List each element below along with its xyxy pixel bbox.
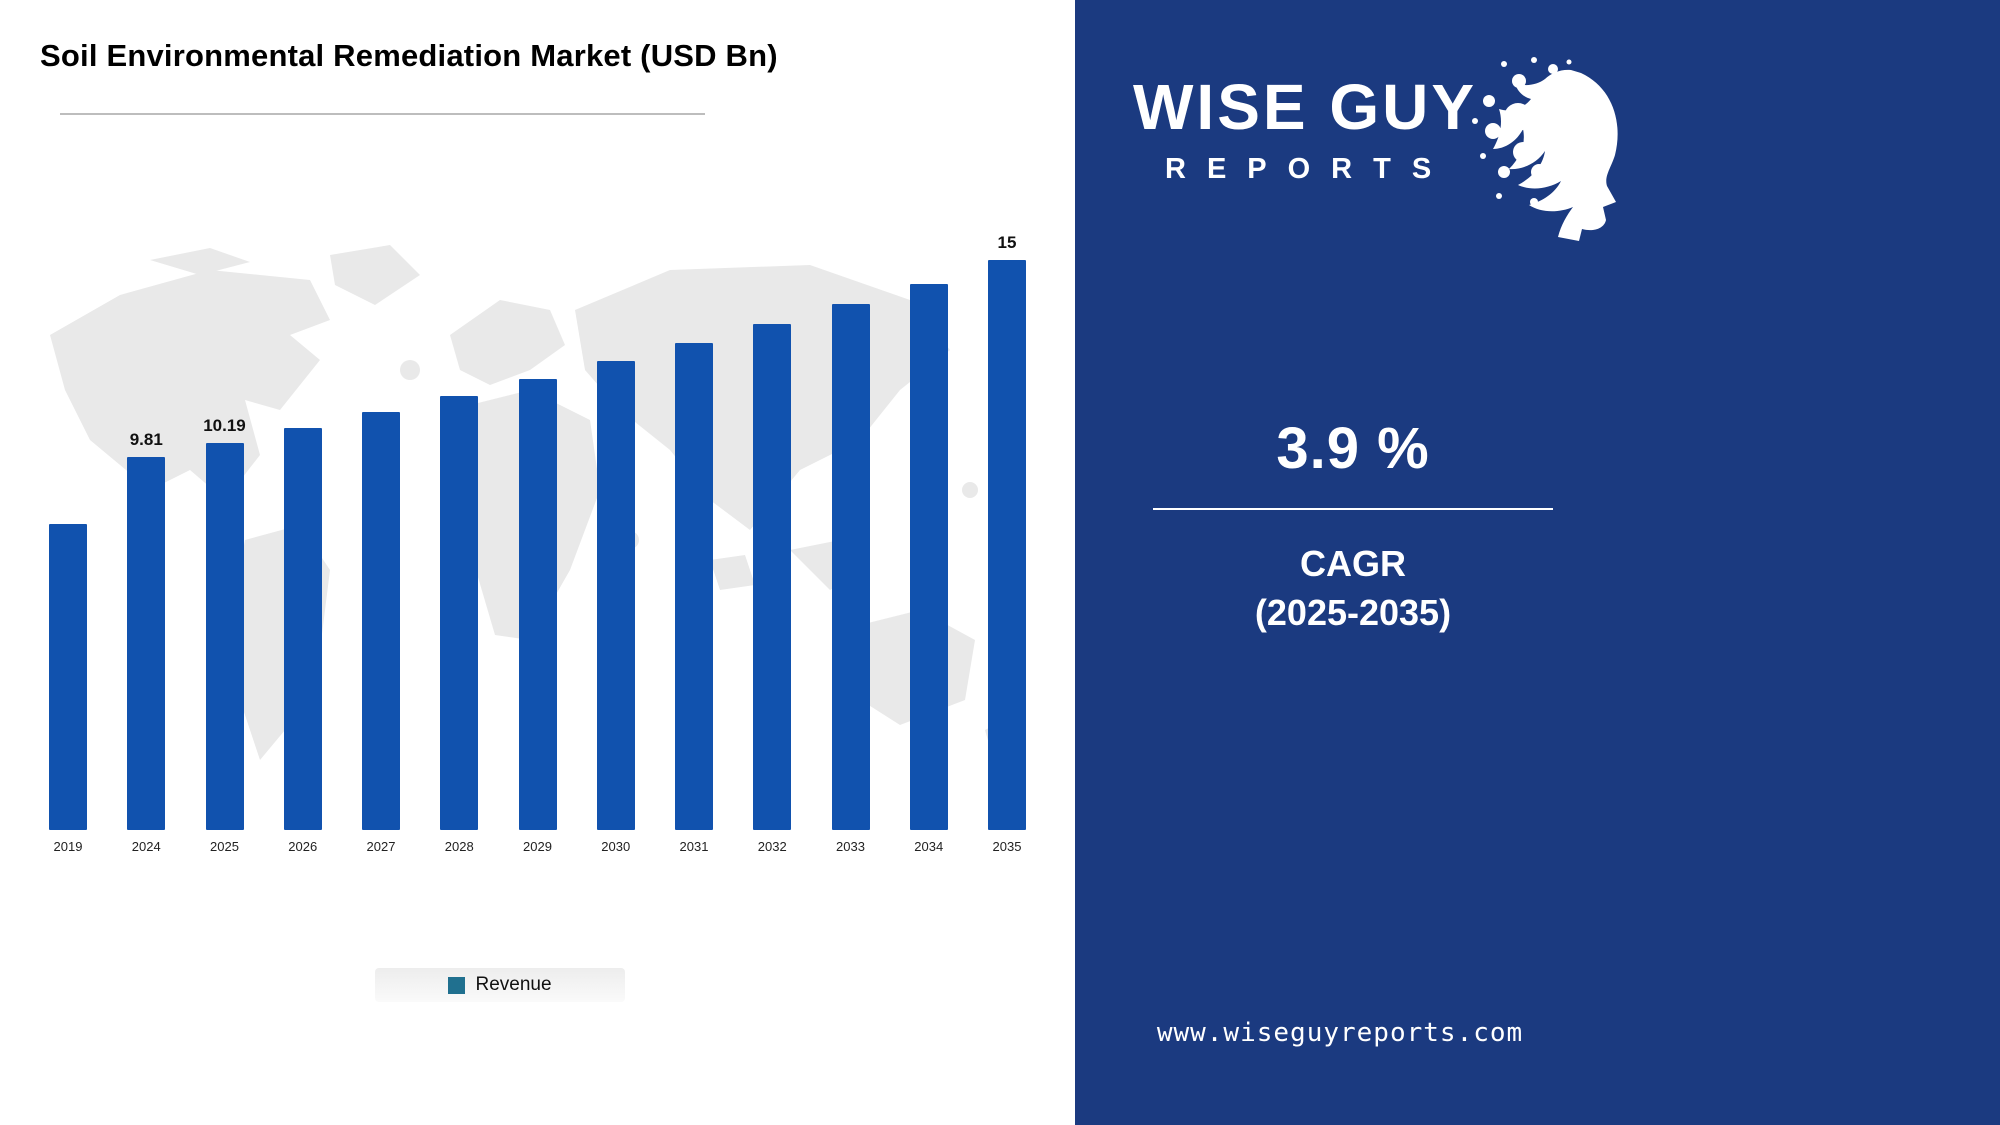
- x-tick-label-2030: 2030: [601, 839, 631, 854]
- cagr-divider: [1153, 508, 1553, 510]
- cagr-period: (2025-2035): [1254, 591, 1452, 633]
- bar-column-2024: 9.81 2024: [123, 225, 169, 855]
- x-tick-label-2032: 2032: [757, 839, 787, 854]
- bar-2026: [283, 428, 322, 830]
- legend: Revenue: [375, 968, 625, 1002]
- x-tick-label-2033: 2033: [836, 839, 865, 854]
- x-tick-label-2028: 2028: [444, 839, 474, 854]
- bar-2025: [205, 443, 244, 830]
- bar-2032: [753, 324, 792, 830]
- bar-column-2030: 2030: [593, 225, 639, 855]
- x-tick-label-2034: 2034: [914, 839, 944, 854]
- bar-2027: [362, 412, 400, 830]
- bar-2035: [988, 260, 1026, 830]
- x-tick-label-2035: 2035: [992, 839, 1022, 854]
- legend-label-revenue: Revenue: [475, 974, 552, 995]
- x-tick-label-2027: 2027: [366, 839, 396, 854]
- bar-2019: [49, 524, 87, 830]
- brand-panel: WISE GUY REPORTS: [1075, 0, 2000, 1125]
- bar-column-2031: 2031: [671, 225, 717, 855]
- brand-logo-subtitle: REPORTS: [1165, 153, 1453, 185]
- bar-column-2033: 2033: [828, 225, 874, 855]
- bar-column-2027: 2027: [358, 225, 404, 855]
- bar-column-2035: 15 2035: [984, 225, 1030, 855]
- bar-column-2025: 10.19 2025: [202, 225, 248, 855]
- bar-column-2028: 2028: [436, 225, 482, 855]
- bar-column-2019: 2019: [45, 225, 91, 855]
- dotted-head-logo-icon: [1472, 57, 1618, 241]
- chart-title: Soil Environmental Remediation Market (U…: [40, 38, 778, 73]
- bar-2028: [440, 396, 479, 830]
- chart-panel: Soil Environmental Remediation Market (U…: [40, 38, 1030, 1002]
- bar-2029: [518, 379, 557, 830]
- bar-value-label-2024: 9.81: [129, 430, 163, 449]
- bar-2033: [831, 304, 870, 830]
- bar-2030: [596, 361, 635, 830]
- brand-logo: WISE GUY REPORTS: [1133, 57, 1633, 241]
- title-divider: [60, 113, 705, 115]
- website-url: www.wiseguyreports.com: [1156, 1018, 1524, 1048]
- bar-value-label-2035: 15: [997, 233, 1017, 252]
- bar-column-2032: 2032: [749, 225, 795, 855]
- bar-value-label-2025: 10.19: [203, 416, 246, 435]
- bar-2031: [675, 343, 713, 830]
- cagr-value: 3.9 %: [1276, 416, 1430, 481]
- bar-2034: [909, 284, 948, 830]
- x-tick-label-2024: 2024: [131, 839, 161, 854]
- bar-column-2026: 2026: [280, 225, 326, 855]
- bar-2024: [127, 457, 166, 830]
- x-tick-label-2029: 2029: [523, 839, 552, 854]
- bar-column-2029: 2029: [515, 225, 561, 855]
- x-tick-label-2025: 2025: [210, 839, 239, 854]
- legend-swatch-revenue: [448, 976, 466, 994]
- cagr-label: CAGR: [1300, 543, 1406, 584]
- bar-plot: 2019 9.81 2024 10.19 2025 2026 2027 2028 2029 203…: [45, 225, 1030, 855]
- x-tick-label-2019: 2019: [53, 839, 83, 854]
- cagr-block: 3.9 % CAGR (2025-2035): [1133, 415, 1573, 637]
- x-tick-label-2031: 2031: [679, 839, 709, 854]
- x-tick-label-2026: 2026: [288, 839, 318, 854]
- bar-column-2034: 2034: [906, 225, 952, 855]
- brand-logo-wordmark: WISE GUY: [1133, 71, 1478, 143]
